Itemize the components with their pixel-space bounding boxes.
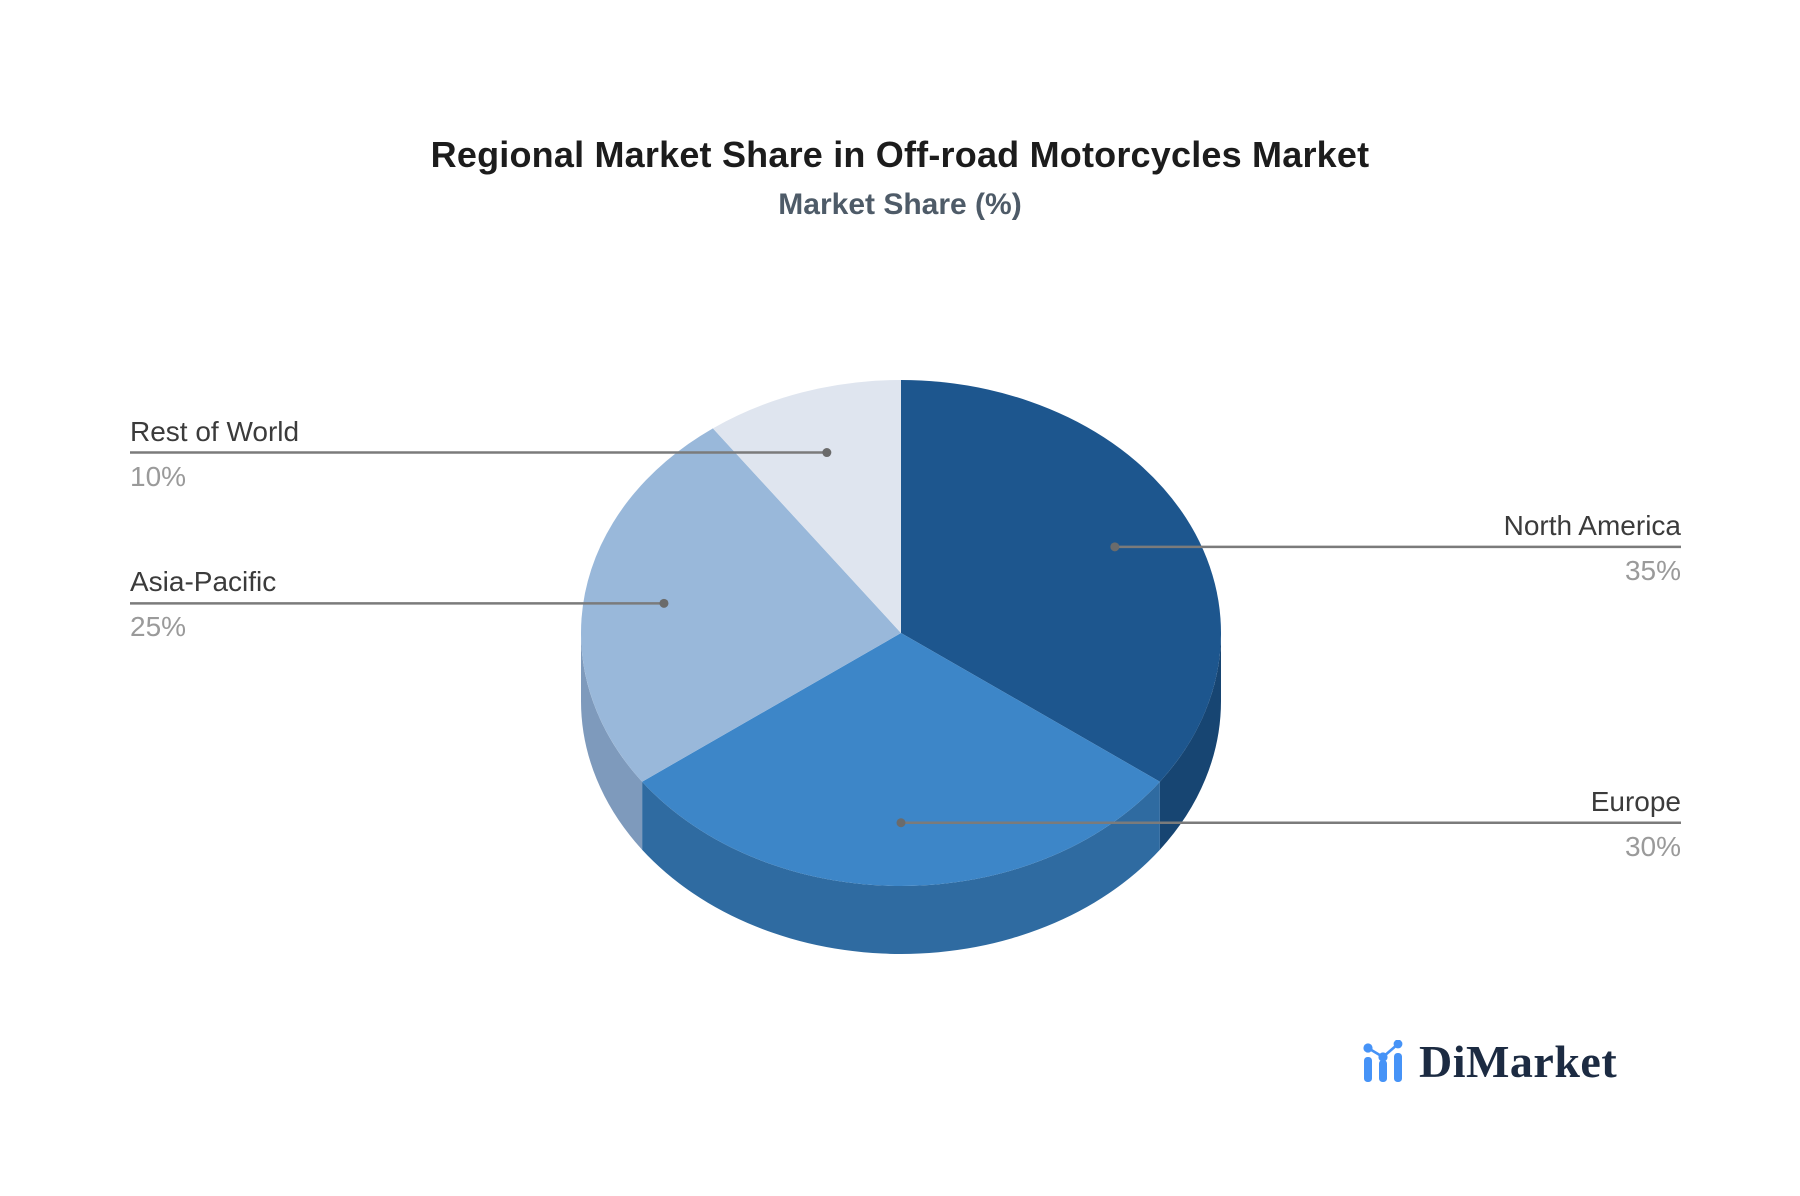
chart-title: Regional Market Share in Off-road Motorc… [430,134,1370,175]
logo-text: DiMarket [1419,1036,1618,1087]
slice-value-text: 30% [1624,831,1681,862]
slice-value-text: 25% [130,611,187,642]
pie-slice-side-north-america [1159,633,1221,850]
pie-slice-north-america [901,380,1221,782]
slice-value-text: 10% [130,461,187,492]
pie-slice-asia-pacific [581,428,901,782]
slice-label-text: Europe [1590,786,1681,817]
bar-line-chart-icon [1363,1040,1403,1082]
pie-slice-rest-of-world [712,380,901,633]
slice-label-north-america: North America 35% [1504,509,1681,588]
pie-slice-side-asia-pacific [581,633,643,850]
leader-dot-asia-pacific [659,598,669,608]
leader-dot-rest-of-world [822,448,832,458]
pie-slice-side-europe [642,781,1160,954]
slice-label-text: North America [1503,510,1681,541]
slice-label-text: Rest of World [130,416,300,447]
slice-label-europe: Europe 30% [1591,785,1681,864]
slice-label-text: Asia-Pacific [130,566,277,597]
slice-label-asia-pacific: Asia-Pacific 25% [130,565,276,644]
slice-value-text: 35% [1624,555,1681,586]
slice-label-rest-of-world: Rest of World 10% [130,415,299,494]
leader-dot-north-america [1110,542,1120,552]
chart-subtitle: Market Share (%) [778,188,1022,221]
leader-dot-europe [896,818,906,828]
logo: DiMarket [1362,1036,1618,1087]
